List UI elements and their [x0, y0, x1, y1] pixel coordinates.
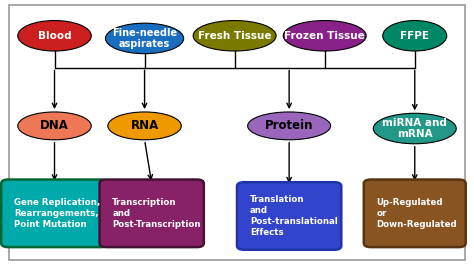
FancyBboxPatch shape: [100, 180, 204, 247]
Ellipse shape: [108, 112, 181, 140]
Ellipse shape: [283, 21, 366, 51]
Text: Transcription
and
Post-Transcription: Transcription and Post-Transcription: [112, 198, 201, 229]
FancyBboxPatch shape: [1, 180, 108, 247]
Ellipse shape: [383, 21, 447, 51]
Ellipse shape: [105, 23, 184, 54]
FancyBboxPatch shape: [237, 182, 341, 250]
Ellipse shape: [247, 112, 331, 140]
Ellipse shape: [373, 113, 456, 144]
Ellipse shape: [18, 21, 91, 51]
Text: Blood: Blood: [38, 31, 71, 41]
Text: FFPE: FFPE: [400, 31, 429, 41]
FancyBboxPatch shape: [9, 5, 465, 260]
Text: RNA: RNA: [130, 119, 159, 132]
Text: Frozen Tissue: Frozen Tissue: [284, 31, 365, 41]
Text: Fresh Tissue: Fresh Tissue: [198, 31, 272, 41]
FancyBboxPatch shape: [364, 180, 465, 247]
Text: miRNA and
mRNA: miRNA and mRNA: [383, 118, 447, 139]
Text: Protein: Protein: [265, 119, 313, 132]
Ellipse shape: [18, 112, 91, 140]
Text: Translation
and
Post-translational
Effects: Translation and Post-translational Effec…: [250, 195, 337, 237]
Text: DNA: DNA: [40, 119, 69, 132]
Text: Up-Regulated
or
Down-Regulated: Up-Regulated or Down-Regulated: [376, 198, 457, 229]
Text: Fine-needle
aspirates: Fine-needle aspirates: [112, 28, 177, 49]
Ellipse shape: [193, 21, 276, 51]
Text: Gene Replication,
Rearrangements,
Point Mutation: Gene Replication, Rearrangements, Point …: [14, 198, 100, 229]
